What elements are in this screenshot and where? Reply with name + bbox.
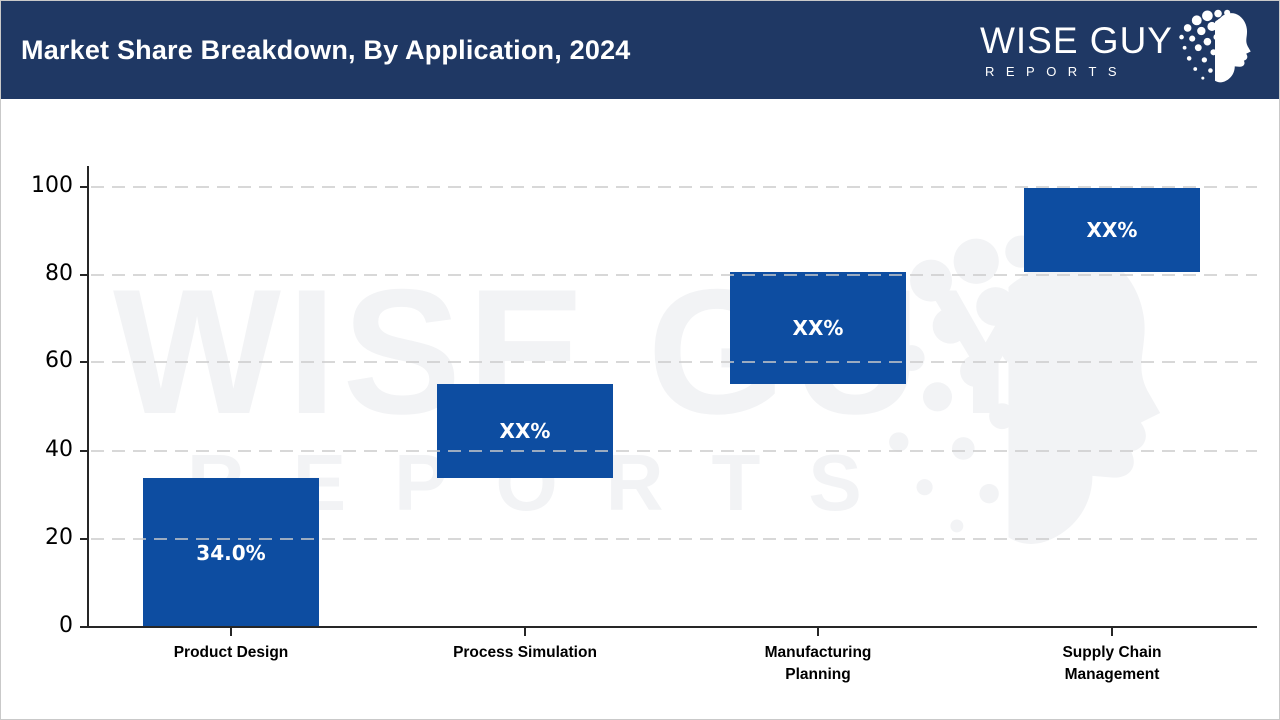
logo-wordmark: WISE GUY <box>979 19 1173 61</box>
bar-value-label: XX% <box>1086 218 1138 242</box>
y-tick <box>80 626 88 628</box>
gridline-80 <box>91 274 1257 276</box>
gridline-20 <box>91 538 1257 540</box>
y-tick <box>80 450 88 452</box>
y-tick-label: 80 <box>45 261 73 286</box>
x-category-label: Process Simulation <box>453 644 597 661</box>
y-tick-label: 40 <box>45 437 73 462</box>
logo-text: WISE GUY REPORTS <box>980 22 1173 79</box>
wise-guy-logo: WISE GUY REPORTS <box>980 8 1253 92</box>
logo-face-icon <box>1179 9 1251 83</box>
logo-tagline: REPORTS <box>984 63 1129 79</box>
x-category-label: Manufacturing Planning <box>764 644 872 683</box>
gridline-40 <box>91 450 1257 452</box>
x-tick <box>817 628 819 636</box>
x-category-label: Product Design <box>173 644 289 661</box>
y-tick-label: 60 <box>45 348 73 373</box>
bar-process-simulation: XX% <box>437 384 613 478</box>
y-axis-line <box>87 166 89 628</box>
y-tick <box>80 186 88 188</box>
y-tick <box>80 538 88 540</box>
bar-value-label: 34.0% <box>196 540 266 565</box>
y-tick <box>80 361 88 363</box>
x-axis-line <box>81 626 1257 628</box>
bar-value-label: XX% <box>499 419 551 443</box>
x-tick <box>524 628 526 636</box>
y-tick-label: 100 <box>31 173 73 198</box>
bar-value-label: XX% <box>792 316 844 340</box>
x-tick <box>1111 628 1113 636</box>
x-category-label: Supply Chain Management <box>1062 644 1162 683</box>
gridline-60 <box>91 361 1257 363</box>
header: Market Share Breakdown, By Application, … <box>1 1 1279 99</box>
bar-manufacturing-planning: XX% <box>730 272 906 384</box>
y-tick-label: 20 <box>45 525 73 550</box>
gridline-100 <box>91 186 1257 188</box>
page-title: Market Share Breakdown, By Application, … <box>21 34 631 65</box>
bar-supply-chain-management: XX% <box>1024 188 1200 272</box>
x-tick <box>230 628 232 636</box>
y-tick <box>80 274 88 276</box>
bar-product-design: 34.0% <box>143 478 319 627</box>
y-tick-label: 0 <box>59 613 73 638</box>
